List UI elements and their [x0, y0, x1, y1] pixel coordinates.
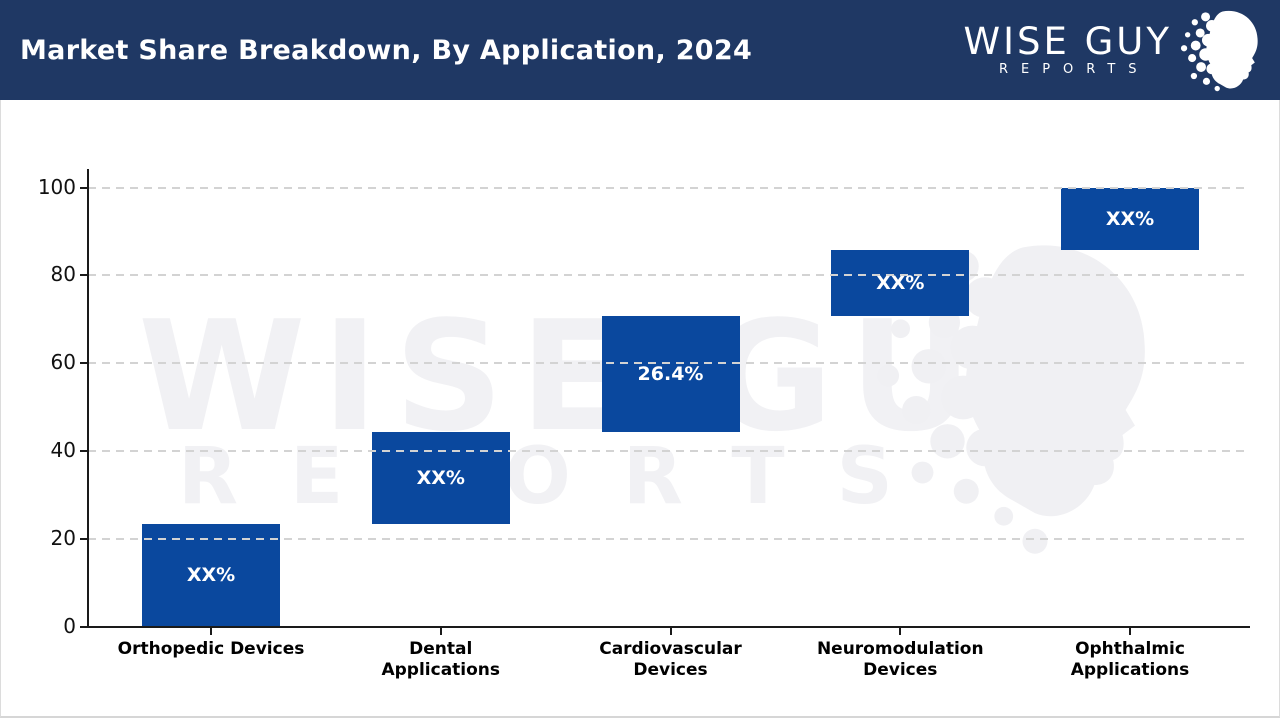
- y-axis-tick: [80, 625, 87, 628]
- bar-value-label: XX%: [416, 466, 465, 489]
- header-bar: Market Share Breakdown, By Application, …: [0, 0, 1280, 100]
- chart-title: Market Share Breakdown, By Application, …: [20, 34, 753, 66]
- y-axis-tick: [80, 537, 87, 540]
- gridline: [88, 186, 1248, 189]
- logo-wordmark: WISE GUY: [963, 19, 1172, 63]
- y-axis-spine: [87, 169, 89, 627]
- x-axis-tick: [439, 628, 442, 635]
- gridline: [88, 362, 1248, 365]
- bar-value-label: XX%: [876, 271, 925, 294]
- y-axis-tick: [80, 186, 87, 189]
- wise-guy-logo: WISE GUY REPORTS: [964, 6, 1262, 94]
- watermark-subtitle: REPORTS: [178, 432, 945, 522]
- watermark-head-icon: [877, 245, 1145, 554]
- logo-subtitle: REPORTS: [998, 62, 1150, 78]
- waterfall-bar-segment: 26.4%: [601, 315, 740, 432]
- y-axis-tick-label: 40: [50, 437, 76, 462]
- bar-value-label: XX%: [1105, 207, 1155, 230]
- x-axis-category-label: Ophthalmic Applications: [1070, 639, 1190, 680]
- y-axis-tick-label: 0: [63, 613, 76, 638]
- y-axis-tick-label: 60: [50, 350, 76, 375]
- waterfall-bar-segment: XX%: [1061, 187, 1199, 250]
- gridline: [88, 449, 1248, 452]
- x-axis-category-label: Orthopedic Devices: [117, 639, 305, 659]
- gridline: [88, 274, 1248, 277]
- y-axis-tick: [80, 362, 87, 365]
- x-axis-tick: [899, 628, 902, 635]
- waterfall-bar-segment: XX%: [371, 431, 510, 524]
- x-axis-tick: [210, 628, 212, 635]
- gridline: [88, 537, 1248, 540]
- y-axis-tick-label: 80: [50, 262, 76, 287]
- y-axis-tick-label: 100: [37, 174, 76, 199]
- logo-text: WISE GUY REPORTS: [963, 19, 1172, 78]
- x-axis-category-label: Dental Applications: [381, 639, 501, 680]
- logo-head-icon: [1180, 10, 1258, 92]
- x-axis-tick: [669, 628, 672, 635]
- x-axis-category-label: Neuromodulation Devices: [816, 639, 984, 680]
- y-axis-tick: [80, 274, 87, 277]
- x-axis-tick: [1129, 628, 1131, 635]
- waterfall-bar-segment: XX%: [831, 249, 970, 316]
- x-axis-line: [86, 626, 1250, 628]
- bar-value-label: XX%: [186, 564, 236, 587]
- bar-value-label: 26.4%: [637, 362, 704, 385]
- waterfall-bar-segment: XX%: [142, 523, 280, 627]
- y-axis-tick: [80, 449, 87, 452]
- x-axis-category-label: Cardiovascular Devices: [599, 639, 742, 680]
- y-axis-tick-label: 20: [50, 525, 76, 550]
